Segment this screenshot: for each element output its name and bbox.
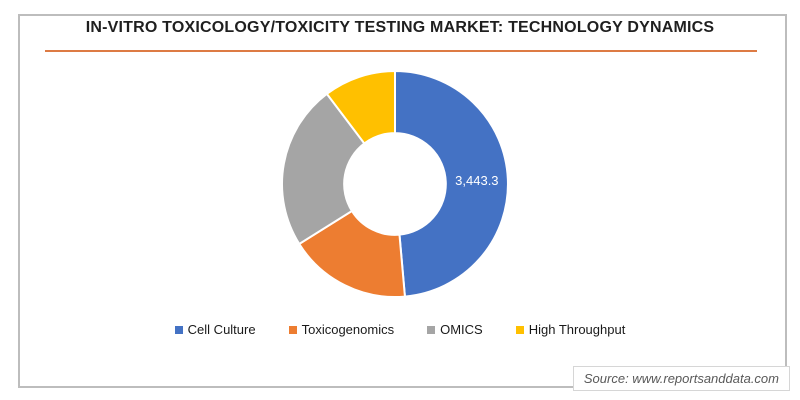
legend-marker-high-throughput bbox=[515, 325, 524, 334]
donut-data-label-cell-culture: 3,443.3 bbox=[455, 173, 498, 188]
legend-marker-toxicogenomics bbox=[288, 325, 297, 334]
legend-item-cell-culture: Cell Culture bbox=[174, 322, 256, 337]
source-attribution: Source: www.reportsanddata.com bbox=[572, 366, 790, 391]
donut-segment-cell-culture bbox=[394, 69, 509, 298]
donut-segment-toxicogenomics bbox=[297, 209, 407, 298]
legend-item-high-throughput: High Throughput bbox=[515, 322, 626, 337]
donut-chart: 3,443.3 bbox=[281, 69, 509, 298]
legend-label-high-throughput: High Throughput bbox=[528, 322, 626, 337]
legend-label-cell-culture: Cell Culture bbox=[187, 322, 256, 337]
legend-label-toxicogenomics: Toxicogenomics bbox=[301, 322, 395, 337]
title-underline-rule bbox=[45, 50, 757, 52]
donut-svg: 3,443.3 bbox=[281, 69, 509, 298]
legend-item-omics: OMICS bbox=[427, 322, 483, 337]
chart-title: IN-VITRO TOXICOLOGY/TOXICITY TESTING MAR… bbox=[85, 19, 715, 36]
legend-marker-cell-culture bbox=[174, 325, 183, 334]
legend-item-toxicogenomics: Toxicogenomics bbox=[288, 322, 395, 337]
chart-legend: Cell Culture Toxicogenomics OMICS High Thro… bbox=[0, 322, 800, 337]
legend-label-omics: OMICS bbox=[440, 322, 483, 337]
donut-segment-omics bbox=[281, 92, 366, 246]
legend-marker-omics bbox=[427, 325, 436, 334]
donut-segment-high-throughput bbox=[325, 69, 396, 145]
